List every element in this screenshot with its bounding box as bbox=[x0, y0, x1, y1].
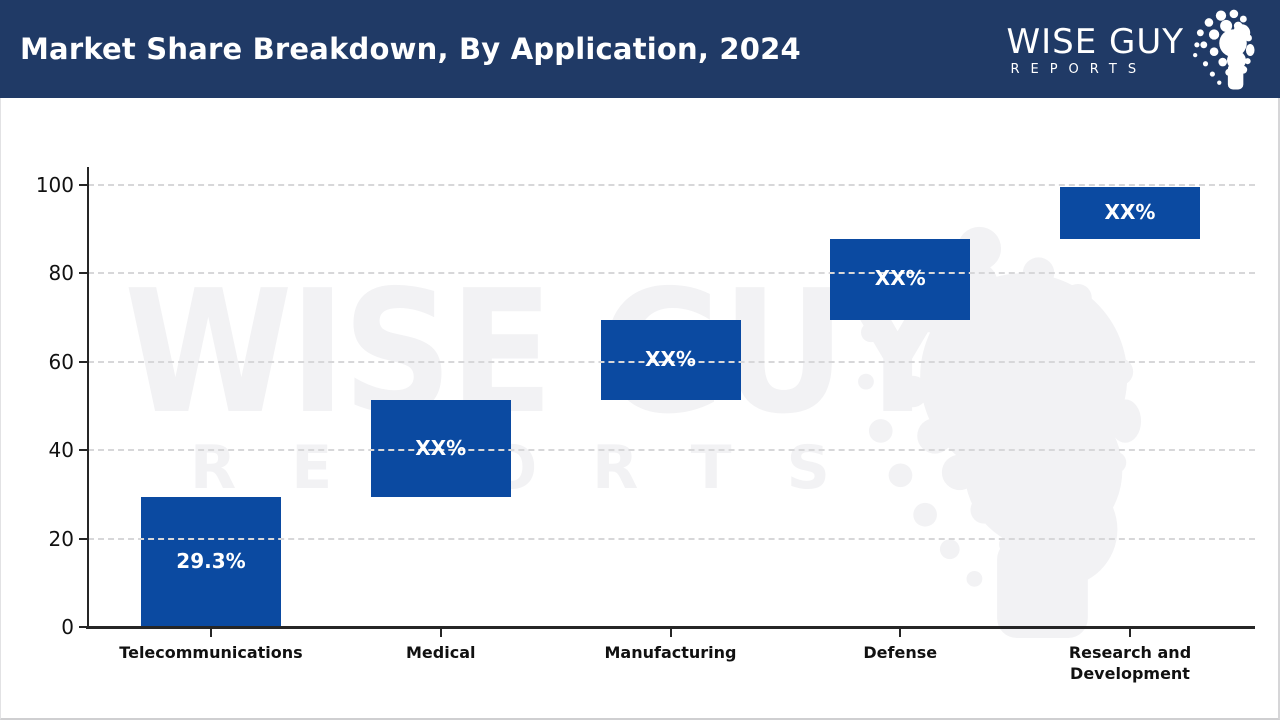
logo-head-icon bbox=[1193, 9, 1255, 90]
bar-research-and-development bbox=[1060, 186, 1200, 239]
logo-wordmark: WISE GUY bbox=[1006, 21, 1184, 62]
bar-value-label-research-and-development: XX% bbox=[1104, 199, 1156, 224]
y-tick-20 bbox=[79, 537, 88, 540]
y-axis-line bbox=[87, 167, 89, 629]
x-tick-defense bbox=[899, 629, 902, 637]
watermark-subtext: REPORTS bbox=[190, 433, 885, 503]
bar-telecommunications bbox=[141, 497, 281, 627]
logo-text: WISE GUY REPORTS bbox=[1006, 25, 1184, 76]
y-tick-40 bbox=[79, 449, 88, 452]
bar-value-label-telecommunications: 29.3% bbox=[176, 549, 246, 574]
bar-manufacturing bbox=[600, 319, 741, 401]
x-tick-research-and-development bbox=[1129, 629, 1131, 637]
y-tick-label-40: 40 bbox=[48, 438, 74, 463]
gridline-80 bbox=[88, 272, 1255, 275]
y-tick-label-0: 0 bbox=[61, 615, 74, 639]
page-title: Market Share Breakdown, By Application, … bbox=[20, 32, 801, 66]
bar-value-label-manufacturing: XX% bbox=[645, 347, 696, 372]
gridline-20 bbox=[88, 537, 1255, 540]
logo-subtext: REPORTS bbox=[1010, 61, 1148, 77]
gridline-100 bbox=[88, 184, 1255, 186]
bar-medical bbox=[370, 400, 511, 498]
x-axis-label-manufacturing: Manufacturing bbox=[604, 643, 737, 662]
y-tick-80 bbox=[79, 272, 88, 275]
x-axis-label-telecommunications: Telecommunications bbox=[119, 643, 303, 662]
x-axis-label-defense: Defense bbox=[863, 643, 938, 662]
y-tick-60 bbox=[79, 360, 88, 363]
bar-defense bbox=[830, 238, 971, 320]
x-axis-label-research-and-development: Research and Development bbox=[1068, 643, 1192, 684]
bar-value-label-medical: XX% bbox=[415, 435, 467, 460]
y-tick-100 bbox=[79, 184, 88, 186]
gridline-60 bbox=[88, 360, 1255, 363]
x-tick-manufacturing bbox=[669, 629, 672, 637]
y-tick-label-20: 20 bbox=[48, 526, 74, 551]
x-axis-line bbox=[86, 626, 1255, 629]
y-tick-label-100: 100 bbox=[35, 173, 74, 197]
gridline-40 bbox=[88, 449, 1255, 452]
y-tick-0 bbox=[79, 626, 88, 628]
wise-guy-reports-logo: WISE GUY REPORTS bbox=[1006, 6, 1268, 94]
header: Market Share Breakdown, By Application, … bbox=[0, 0, 1280, 98]
bar-value-label-defense: XX% bbox=[874, 266, 926, 291]
x-tick-medical bbox=[439, 629, 442, 637]
watermark-wordmark: WISE GUY bbox=[124, 254, 953, 452]
x-tick-telecommunications bbox=[210, 629, 212, 637]
y-tick-label-80: 80 bbox=[48, 261, 74, 286]
y-tick-label-60: 60 bbox=[48, 349, 74, 374]
x-axis-label-medical: Medical bbox=[406, 643, 476, 662]
